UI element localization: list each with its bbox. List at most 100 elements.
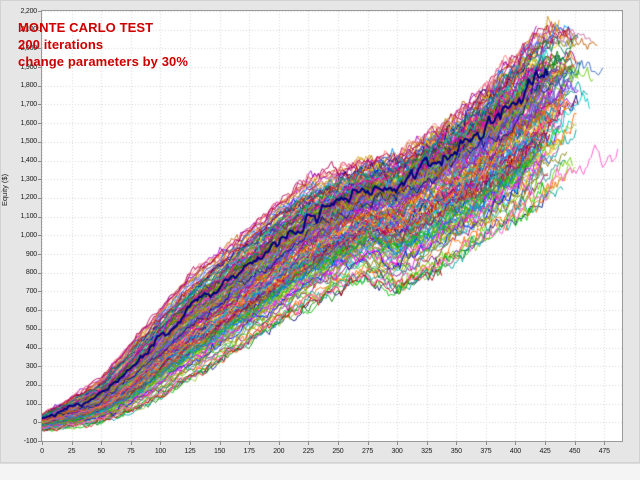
y-axis-tick-mark — [38, 366, 41, 368]
annotation-line-2: 200 iterations — [18, 37, 104, 52]
y-axis-tick-mark — [38, 254, 41, 256]
y-axis-tick-label: 1,400 — [20, 157, 37, 165]
x-axis-tick-label: 75 — [127, 448, 135, 455]
y-axis-tick-mark — [38, 179, 41, 181]
y-axis-tick-mark — [38, 123, 41, 125]
y-axis-tick-label: 600 — [25, 306, 37, 314]
y-axis-tick-mark — [38, 422, 41, 424]
x-axis-tick-mark — [308, 442, 310, 445]
y-axis-tick-mark — [38, 310, 41, 312]
y-axis-title: Equity ($) — [0, 173, 9, 206]
x-axis-tick-mark — [71, 442, 73, 445]
y-axis-tick-mark — [38, 160, 41, 162]
x-axis: 0 25 50 75 100 125 150 175 200 225 250 275 300 325 350… — [40, 442, 623, 464]
x-axis-tick-label: 475 — [598, 448, 610, 455]
y-axis-tick-label: 0 — [33, 418, 37, 426]
y-axis-tick-mark — [38, 441, 41, 442]
x-axis-tick-mark — [101, 442, 103, 445]
x-axis-tick-mark — [485, 442, 487, 445]
y-axis-tick-mark — [38, 347, 41, 349]
x-axis-tick-label: 100 — [154, 448, 166, 455]
x-axis-tick-label: 175 — [243, 448, 255, 455]
y-axis-tick-mark — [38, 48, 41, 50]
x-axis-tick-mark — [545, 442, 547, 445]
y-axis-tick-label: 200 — [25, 381, 37, 389]
chart-panel: Equity ($) 2,200 2,100 2,000 1,900 1,800 1,70… — [0, 0, 640, 463]
y-axis-tick-label: -100 — [23, 437, 37, 445]
y-axis-tick-label: 1,700 — [20, 100, 37, 108]
y-axis-tick-label: 2,200 — [20, 7, 37, 15]
x-axis-tick-mark — [604, 442, 606, 445]
y-axis-tick-mark — [38, 272, 41, 274]
y-axis-tick-label: 2,100 — [20, 26, 37, 34]
x-axis-tick-label: 225 — [302, 448, 314, 455]
x-axis-tick-mark — [130, 442, 132, 445]
x-axis-tick-label: 125 — [184, 448, 196, 455]
y-axis-tick-mark — [38, 197, 41, 199]
x-axis-tick-mark — [397, 442, 399, 445]
y-axis-tick-label: 1,800 — [20, 82, 37, 90]
x-axis-tick-mark — [249, 442, 251, 445]
y-axis-tick-label: 2,000 — [20, 44, 37, 52]
x-axis-tick-mark — [337, 442, 339, 445]
y-axis-tick-mark — [38, 216, 41, 218]
y-axis-tick-label: 1,100 — [20, 213, 37, 221]
window-bottom-strip — [0, 463, 640, 480]
x-axis-tick-mark — [367, 442, 369, 445]
x-axis-tick-label: 0 — [40, 448, 44, 455]
y-axis-tick-label: 500 — [25, 325, 37, 333]
x-axis-tick-label: 325 — [421, 448, 433, 455]
x-axis-tick-label: 425 — [539, 448, 551, 455]
x-axis-tick-label: 300 — [391, 448, 403, 455]
x-axis-tick-label: 50 — [97, 448, 105, 455]
y-axis-tick-label: 100 — [25, 400, 37, 408]
x-axis-tick-mark — [456, 442, 458, 445]
x-axis-tick-label: 375 — [480, 448, 492, 455]
y-axis-tick-mark — [38, 29, 41, 31]
x-axis-tick-label: 250 — [332, 448, 344, 455]
y-axis-tick-label: 400 — [25, 344, 37, 352]
x-axis-tick-label: 350 — [450, 448, 462, 455]
y-axis-tick-label: 300 — [25, 362, 37, 370]
y-axis-tick-mark — [38, 235, 41, 237]
y-axis-tick-label: 700 — [25, 287, 37, 295]
x-axis-tick-mark — [515, 442, 517, 445]
x-axis-tick-label: 275 — [361, 448, 374, 455]
monte-carlo-series-lines — [42, 11, 622, 441]
y-axis-tick-label: 1,600 — [20, 119, 37, 127]
y-axis-tick-mark — [38, 328, 41, 330]
y-axis-tick-label: 800 — [25, 269, 37, 277]
y-axis-tick-label: 1,200 — [20, 194, 37, 202]
x-axis-tick-mark — [574, 442, 576, 445]
y-axis-tick-mark — [38, 384, 41, 386]
x-axis-tick-mark — [160, 442, 162, 445]
y-axis-tick-mark — [38, 141, 41, 143]
y-axis-tick-label: 1,000 — [20, 231, 37, 239]
y-axis-tick-mark — [38, 67, 41, 69]
y-axis-tick-label: 1,300 — [20, 175, 37, 183]
y-axis-tick-mark — [38, 291, 41, 293]
x-axis-tick-mark — [42, 442, 43, 445]
x-axis-tick-mark — [278, 442, 280, 445]
x-axis-tick-mark — [189, 442, 191, 445]
y-axis: Equity ($) 2,200 2,100 2,000 1,900 1,800 1,70… — [0, 7, 41, 445]
annotation-line-1: MONTE CARLO TEST — [18, 20, 154, 35]
x-axis-tick-label: 400 — [509, 448, 522, 455]
x-axis-tick-mark — [426, 442, 428, 445]
chart-annotation: MONTE CARLO TEST 200 iterations change p… — [18, 19, 188, 70]
x-axis-tick-mark — [219, 442, 221, 445]
x-axis-tick-label: 25 — [67, 448, 76, 455]
plot-area — [41, 10, 623, 442]
y-axis-tick-mark — [38, 85, 41, 87]
annotation-line-3: change parameters by 30% — [18, 54, 189, 69]
y-axis-tick-mark — [38, 104, 41, 106]
y-axis-tick-label: 900 — [25, 250, 37, 258]
y-axis-tick-label: 1,900 — [20, 63, 37, 71]
x-axis-tick-label: 450 — [569, 448, 581, 455]
y-axis-tick-mark — [38, 403, 41, 405]
x-axis-tick-label: 200 — [273, 448, 285, 455]
y-axis-tick-mark — [38, 11, 41, 12]
x-axis-tick-label: 150 — [214, 448, 226, 455]
y-axis-tick-label: 1,500 — [20, 138, 37, 146]
